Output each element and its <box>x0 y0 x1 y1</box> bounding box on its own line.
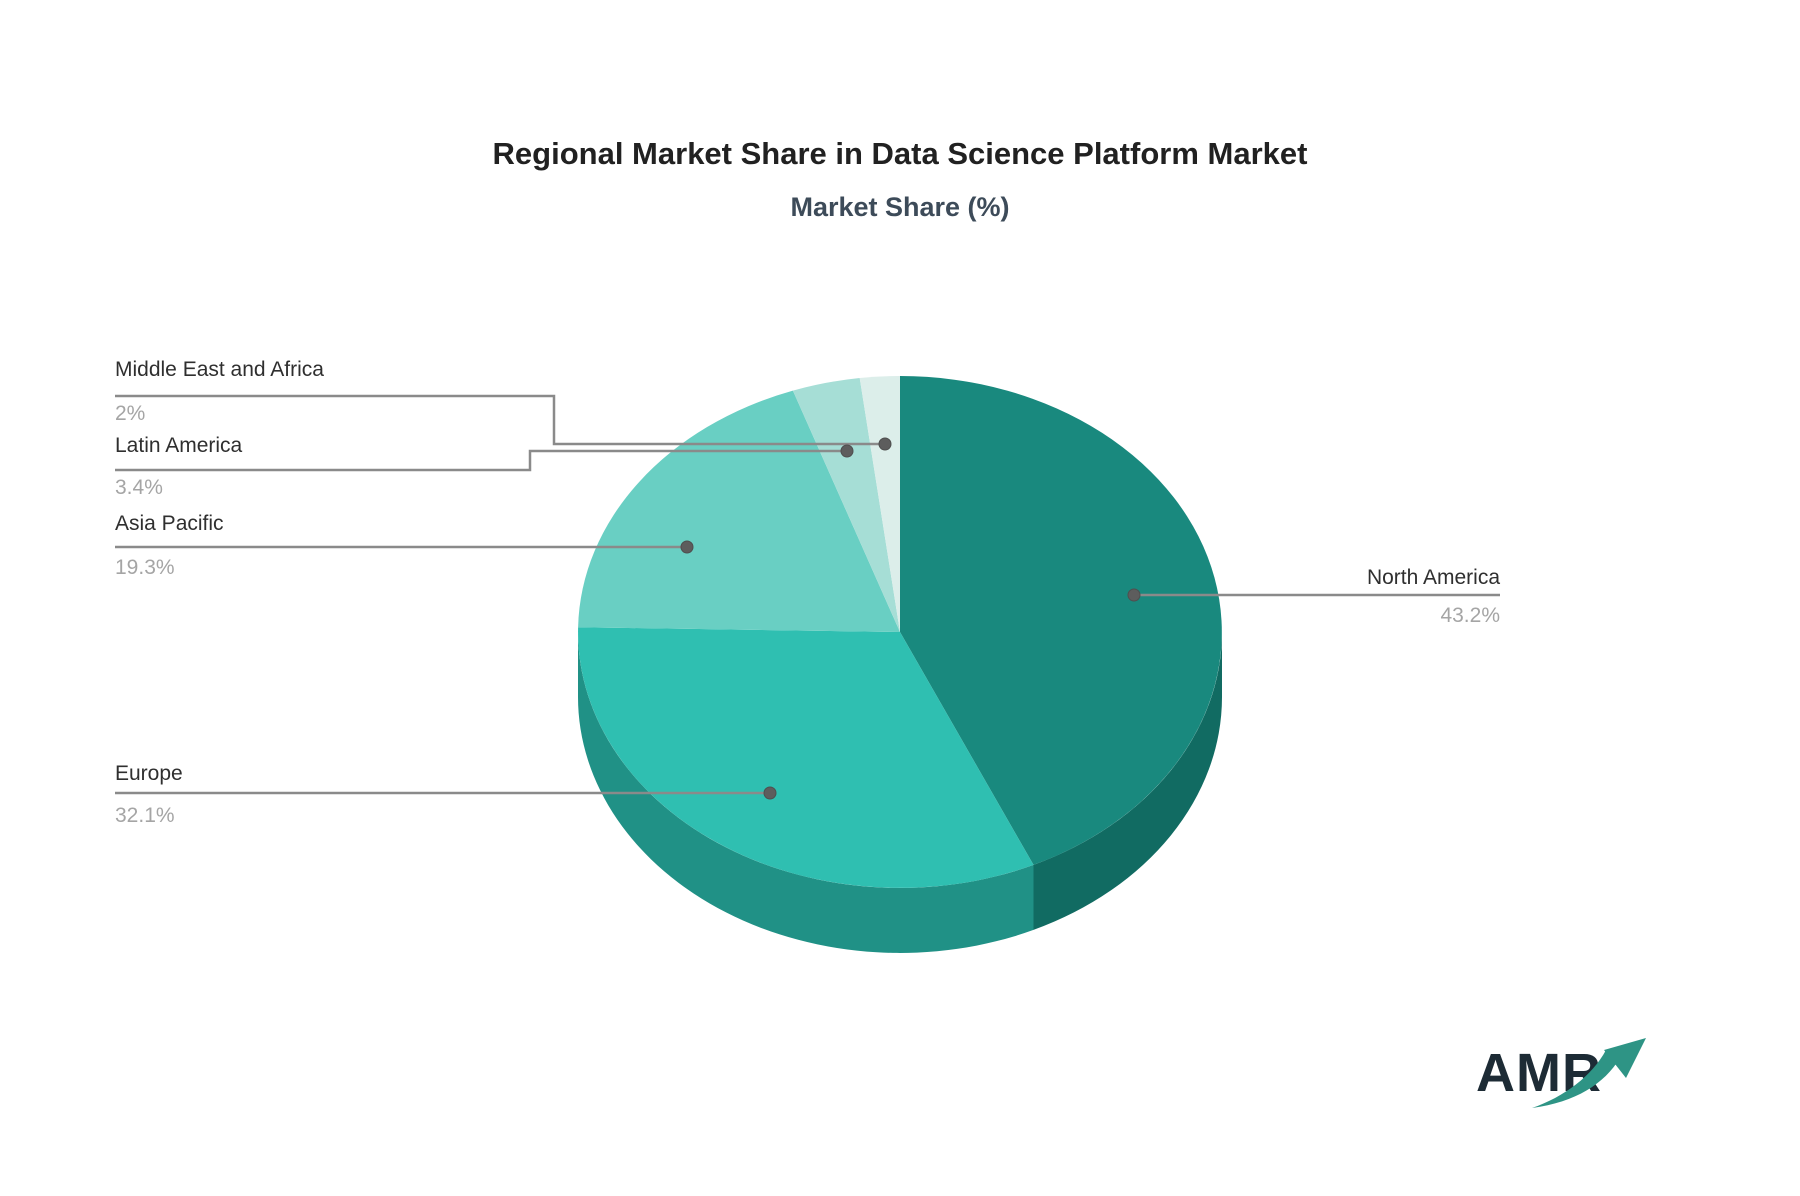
leader-line-middle-east-africa <box>115 394 885 446</box>
slice-label-middle-east-africa: Middle East and Africa <box>115 358 324 381</box>
pie-slice-latin-america[interactable] <box>792 378 900 632</box>
chart-subtitle: Market Share (%) <box>790 192 1010 222</box>
slice-value-north-america: 43.2% <box>1440 604 1500 627</box>
slice-value-europe: 32.1% <box>115 804 175 827</box>
slice-value-asia-pacific: 19.3% <box>115 556 175 579</box>
pie-slice-north-america[interactable] <box>900 376 1222 865</box>
slice-value-latin-america: 3.4% <box>115 476 163 499</box>
leader-dot-asia-pacific <box>680 540 694 554</box>
leader-dot-middle-east-africa <box>878 437 892 451</box>
slice-label-north-america: North America <box>1366 566 1500 589</box>
pie-slice-europe[interactable] <box>578 627 1034 888</box>
arrow-head <box>1604 1038 1646 1078</box>
slice-label-europe: Europe <box>115 762 183 785</box>
chart-title: Regional Market Share in Data Science Pl… <box>492 136 1308 171</box>
leader-dot-latin-america <box>840 444 854 458</box>
pie-rim-europe <box>578 632 1034 953</box>
leader-line-latin-america <box>115 449 847 472</box>
leader-dot-europe <box>763 786 777 800</box>
slice-label-asia-pacific: Asia Pacific <box>115 512 224 535</box>
arrow-swoosh <box>1532 1050 1620 1108</box>
amr-logo-arrow-icon <box>1532 1038 1646 1108</box>
pie-rim-north-america <box>1033 632 1222 930</box>
slice-value-middle-east-africa: 2% <box>115 402 146 425</box>
leader-dot-north-america <box>1127 588 1141 602</box>
slice-label-latin-america: Latin America <box>115 434 243 457</box>
